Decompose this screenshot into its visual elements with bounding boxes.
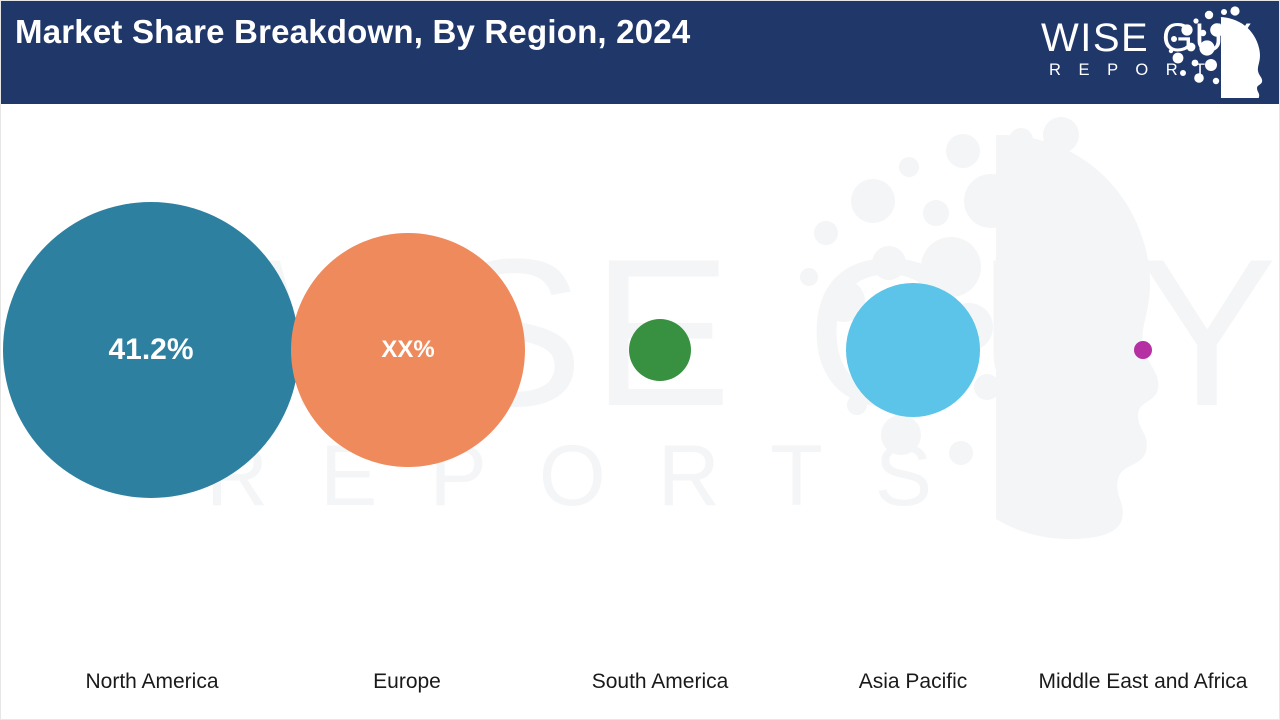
axis-label-asia-pacific: Asia Pacific: [858, 670, 968, 693]
axis-label-north-america: North America: [85, 670, 219, 693]
bubble-value-label-north-america: 41.2%: [108, 333, 194, 366]
bubble-asia-pacific[interactable]: [846, 283, 980, 417]
watermark-wordmark-secondary: REPORTS: [206, 428, 984, 524]
category-axis: North America Europe South America Asia …: [1, 656, 1279, 719]
bubble-europe[interactable]: XX%: [291, 233, 525, 467]
bubble-south-america[interactable]: [629, 319, 691, 381]
logo-wordmark-secondary: R E P O R T S: [1049, 61, 1240, 79]
chart-header: Market Share Breakdown, By Region, 2024 …: [1, 1, 1279, 119]
bubble-chart-plot-area: WISE GUY REPORTS: [1, 105, 1279, 656]
axis-label-middle-east-and-africa: Middle East and Africa: [1038, 670, 1248, 693]
logo-svg: WISE GUY R E P O R T S: [1041, 6, 1263, 119]
wise-guy-reports-logo: WISE GUY R E P O R T S: [1023, 3, 1273, 119]
logo-head-profile-icon: [1168, 6, 1263, 119]
bubble-value-label-europe: XX%: [381, 336, 435, 363]
axis-label-south-america: South America: [591, 670, 729, 693]
page-title: Market Share Breakdown, By Region, 2024: [15, 13, 691, 50]
axis-label-europe: Europe: [373, 670, 441, 693]
bubble-middle-east-and-africa[interactable]: [1134, 341, 1152, 359]
bubble-north-america[interactable]: 41.2%: [3, 202, 299, 498]
